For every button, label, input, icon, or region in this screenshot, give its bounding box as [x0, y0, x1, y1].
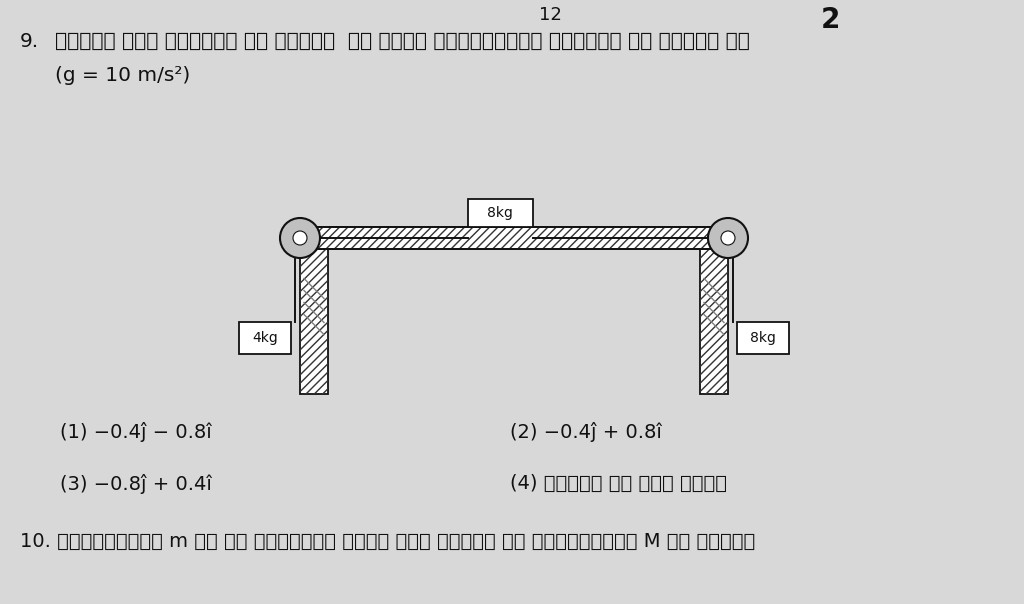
Circle shape — [721, 231, 735, 245]
Bar — [737, 322, 790, 354]
Text: (4) इनमें से कोई नहीं: (4) इनमें से कोई नहीं — [510, 474, 727, 493]
Circle shape — [293, 231, 307, 245]
Bar — [300, 249, 328, 394]
Text: 10. द्रव्यमान m का एक व्यक्ति पानी में तैरते हए द्रव्यमान M और लंबाई: 10. द्रव्यमान m का एक व्यक्ति पानी में त… — [20, 532, 756, 551]
Text: (1) −0.4ĵ − 0.8î: (1) −0.4ĵ − 0.8î — [60, 422, 212, 442]
Bar — [300, 227, 728, 249]
Bar — [300, 249, 328, 394]
Text: 12: 12 — [539, 6, 561, 24]
Circle shape — [280, 218, 319, 258]
Text: (3) −0.8ĵ + 0.4î: (3) −0.8ĵ + 0.4î — [60, 474, 212, 494]
Text: 8kg: 8kg — [750, 331, 776, 345]
Text: 8kg: 8kg — [487, 206, 513, 220]
Circle shape — [708, 218, 748, 258]
Text: 2: 2 — [820, 6, 840, 34]
Bar — [300, 227, 728, 249]
Text: चित्र में दर्शाए गए निकाय  के लिए। द्रव्यमान केंद्र का त्वरण है: चित्र में दर्शाए गए निकाय के लिए। द्रव्य… — [55, 32, 750, 51]
Bar — [700, 249, 728, 394]
Text: 9.: 9. — [20, 32, 39, 51]
Bar — [468, 199, 532, 227]
Bar — [700, 249, 728, 394]
Bar — [239, 322, 291, 354]
Text: 4kg: 4kg — [252, 331, 278, 345]
Text: (2) −0.4ĵ + 0.8î: (2) −0.4ĵ + 0.8î — [510, 422, 662, 442]
Text: (g = 10 m/s²): (g = 10 m/s²) — [55, 66, 190, 85]
